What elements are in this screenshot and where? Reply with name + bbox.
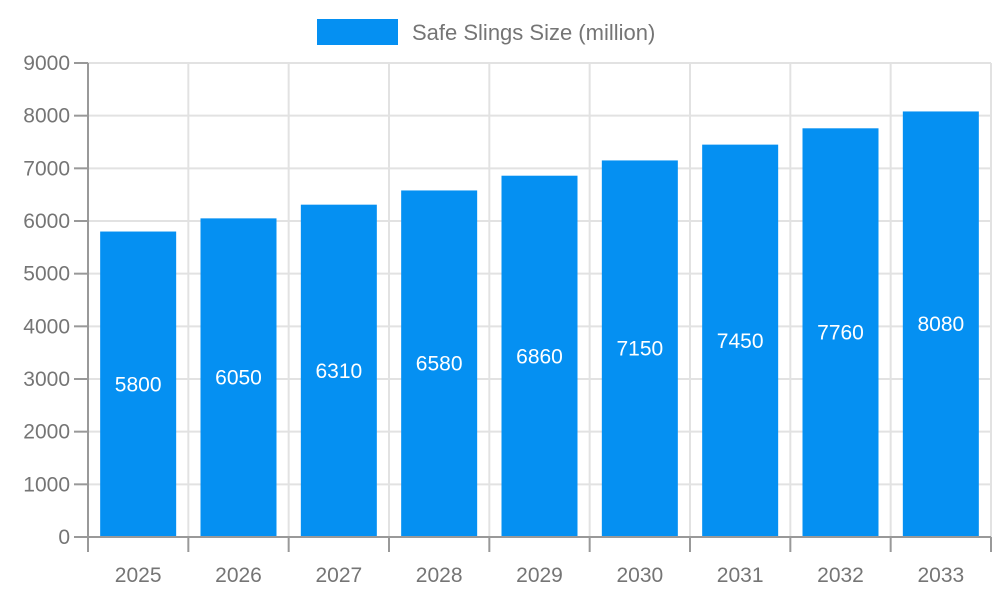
axes	[74, 62, 992, 552]
bar-value-label: 6580	[416, 353, 463, 376]
legend: Safe Slings Size (million)	[317, 19, 655, 45]
y-tick-label: 2000	[23, 421, 70, 444]
bar-value-label: 7150	[616, 338, 663, 361]
x-tick-label: 2033	[917, 564, 964, 587]
bar-value-label: 5800	[115, 373, 162, 396]
y-tick-label: 0	[58, 526, 70, 549]
bar[interactable]	[601, 160, 678, 537]
bar-value-label: 8080	[917, 313, 964, 336]
y-tick-label: 8000	[23, 105, 70, 128]
bar-value-label: 6860	[516, 345, 563, 368]
x-tick-label: 2025	[115, 564, 162, 587]
y-tick-label: 4000	[23, 315, 70, 338]
x-tick-label: 2031	[717, 564, 764, 587]
x-tick-label: 2029	[516, 564, 563, 587]
x-tick-label: 2026	[215, 564, 262, 587]
y-tick-label: 1000	[23, 473, 70, 496]
bar-value-label: 6050	[215, 367, 262, 390]
bar[interactable]	[702, 144, 779, 537]
y-tick-label: 3000	[23, 368, 70, 391]
bar[interactable]	[802, 128, 879, 537]
x-tick-label: 2027	[315, 564, 362, 587]
legend-swatch[interactable]	[317, 19, 398, 45]
y-tick-label: 6000	[23, 210, 70, 233]
x-tick-label: 2028	[416, 564, 463, 587]
bars-group	[100, 111, 979, 538]
x-tick-label: 2032	[817, 564, 864, 587]
bar-value-label: 6310	[315, 360, 362, 383]
y-tick-label: 5000	[23, 263, 70, 286]
bar-value-label: 7450	[717, 330, 764, 353]
x-tick-label: 2030	[616, 564, 663, 587]
bar[interactable]	[200, 218, 277, 537]
value-labels: 5800 6050 6310 6580 6860 7150 7450 7760 8080	[115, 313, 964, 396]
axis-labels: 2025 2026 2027 2028 2029 2030 2031 2032 2033 0 100…	[23, 52, 964, 587]
bar[interactable]	[300, 204, 377, 537]
bar[interactable]	[100, 231, 177, 538]
y-tick-label: 9000	[23, 52, 70, 75]
bar-value-label: 7760	[817, 322, 864, 345]
bar[interactable]	[902, 111, 979, 537]
legend-label[interactable]: Safe Slings Size (million)	[412, 20, 655, 45]
bar[interactable]	[401, 190, 478, 537]
bar[interactable]	[501, 175, 578, 537]
y-tick-label: 7000	[23, 157, 70, 180]
